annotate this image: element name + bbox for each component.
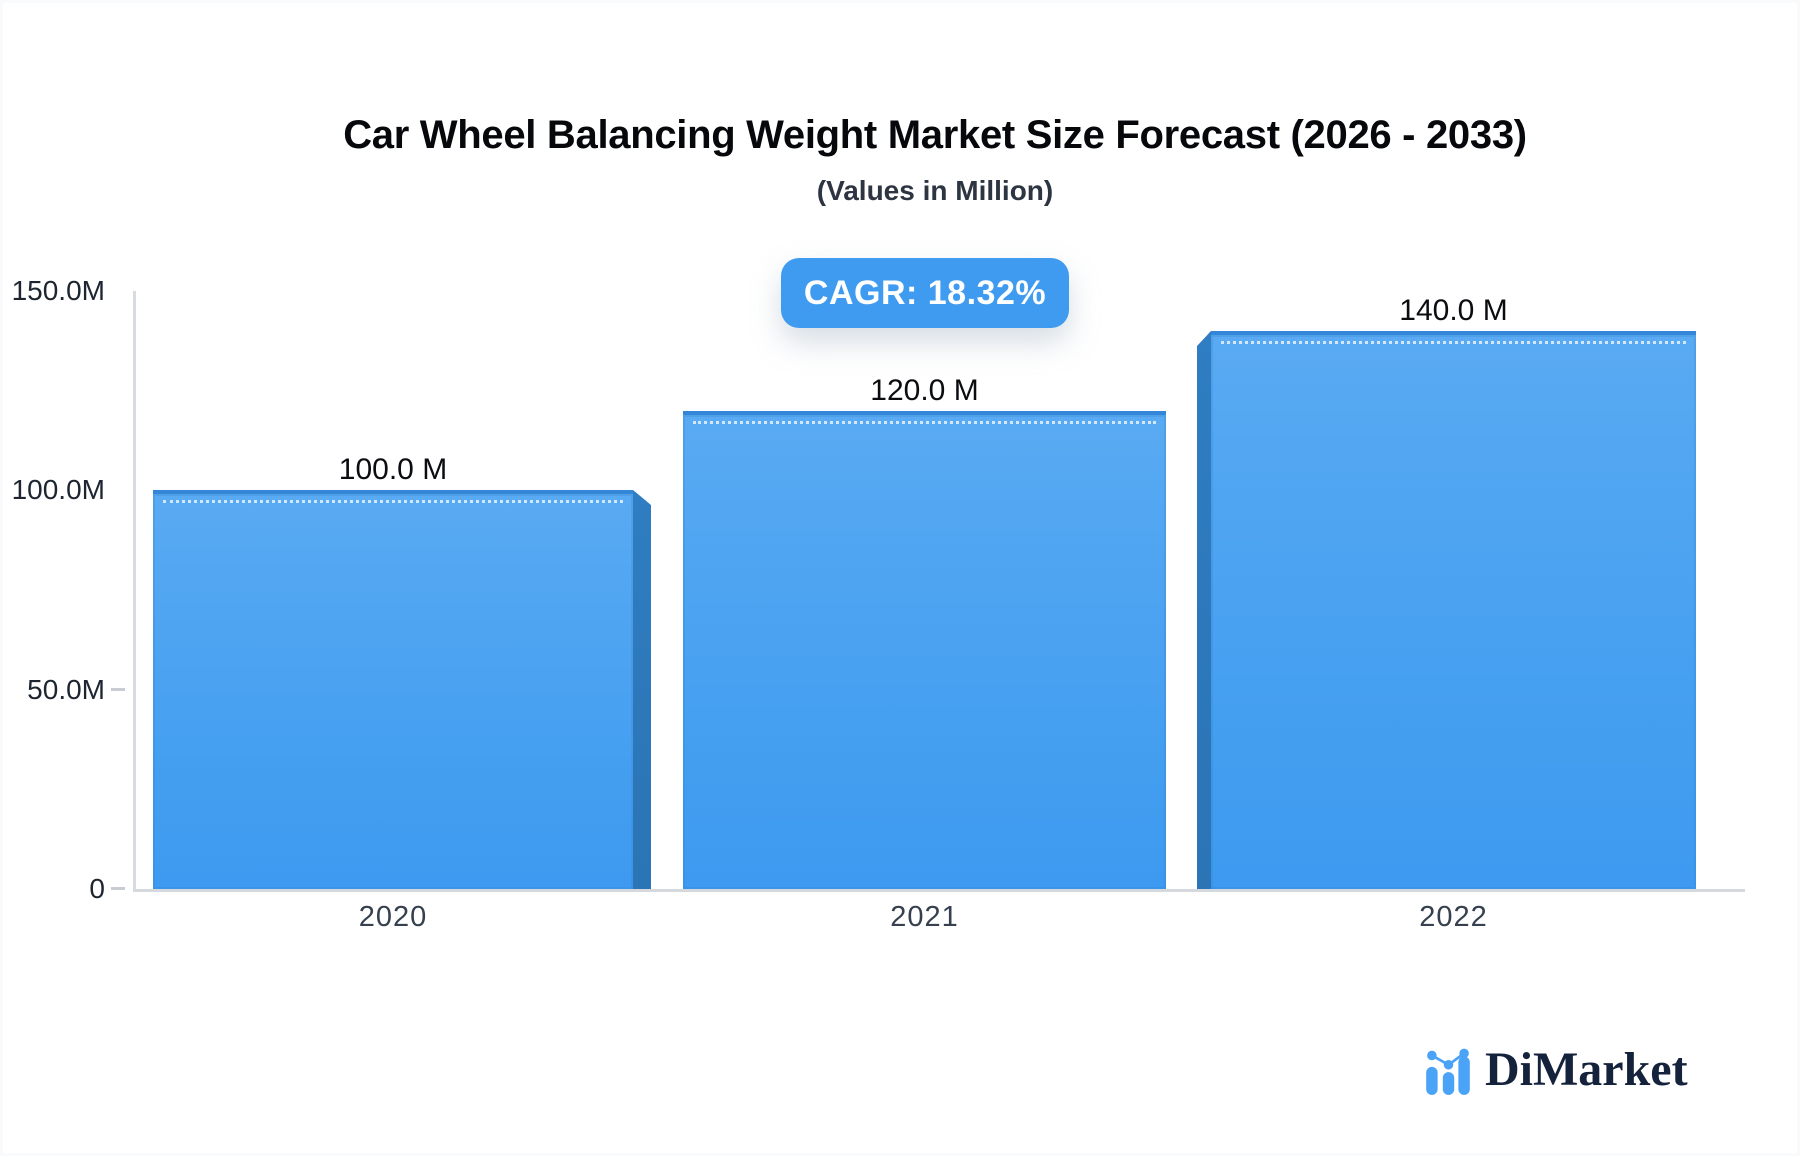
bar-dotted-line — [1221, 341, 1686, 344]
logo: DiMarket — [1423, 1041, 1688, 1099]
y-tick-mark-50 — [111, 688, 125, 691]
bar-value-label-2022: 140.0 M — [1399, 294, 1508, 327]
chart-title: Car Wheel Balancing Weight Market Size F… — [343, 113, 1527, 157]
chart-subtitle: (Values in Million) — [816, 175, 1054, 206]
bar-side-face-2022 — [1197, 331, 1211, 889]
x-axis-baseline — [133, 889, 1745, 892]
x-axis-label-2021: 2021 — [890, 901, 959, 933]
x-axis-label-2020: 2020 — [358, 901, 428, 933]
x-axis-label-2022: 2022 — [1419, 901, 1488, 933]
logo-text: DiMarket — [1485, 1043, 1688, 1096]
bar-dotted-line — [693, 421, 1156, 424]
y-tick-label-100: 100.0M — [11, 474, 105, 505]
mini-bar-chart-icon — [1426, 1048, 1470, 1095]
y-axis-line — [133, 291, 136, 889]
bar-2022[interactable] — [1211, 331, 1696, 889]
bar-dotted-line — [163, 500, 623, 503]
y-tick-label-150: 150.0M — [11, 275, 105, 306]
bar-2020[interactable] — [153, 490, 633, 889]
y-tick-label-0: 0 — [89, 873, 105, 904]
bar-value-label-2020: 100.0 M — [338, 453, 448, 486]
cagr-badge: CAGR: 18.32% — [781, 258, 1069, 328]
y-tick-mark-0 — [111, 887, 125, 890]
bar-2021[interactable] — [683, 411, 1166, 889]
bar-side-face-2020 — [633, 490, 651, 889]
y-tick-label-50: 50.0M — [27, 674, 105, 705]
bar-value-label-2021: 120.0 M — [870, 374, 979, 407]
